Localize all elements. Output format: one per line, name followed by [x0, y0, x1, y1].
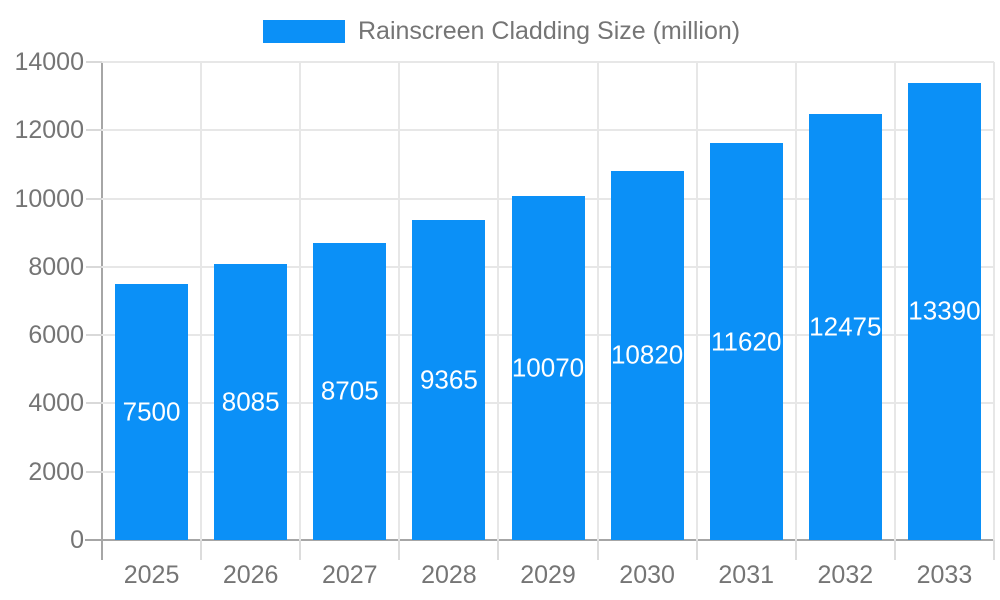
- bar-value-label: 8705: [320, 375, 379, 406]
- y-axis-label: 4000: [28, 389, 84, 418]
- x-axis-label: 2030: [619, 561, 675, 589]
- x-axis-tick: [299, 540, 302, 560]
- legend[interactable]: Rainscreen Cladding Size (million): [263, 17, 740, 46]
- y-axis-tick: [86, 129, 102, 132]
- v-gridline: [299, 62, 302, 540]
- v-gridline: [200, 62, 203, 540]
- x-axis-tick: [794, 540, 797, 560]
- v-gridline: [794, 62, 797, 540]
- bar-2029[interactable]: 10070: [511, 196, 585, 540]
- x-axis-tick: [993, 540, 995, 560]
- v-gridline: [596, 62, 599, 540]
- x-axis-label: 2028: [421, 561, 477, 589]
- v-gridline: [497, 62, 500, 540]
- x-axis-label: 2026: [222, 561, 279, 589]
- y-axis-label: 0: [70, 526, 84, 554]
- x-axis-tick: [200, 540, 203, 560]
- x-axis-tick: [497, 540, 500, 560]
- bar-value-label: 7500: [122, 396, 181, 427]
- y-axis-tick: [86, 470, 102, 473]
- x-axis-label: 2031: [718, 561, 775, 589]
- h-gridline: [102, 61, 994, 63]
- x-axis-label: 2032: [817, 561, 874, 589]
- bar-2033[interactable]: 13390: [907, 82, 981, 540]
- y-axis-tick: [86, 334, 102, 337]
- bar-2030[interactable]: 10820: [610, 170, 684, 540]
- bar-2025[interactable]: 7500: [115, 283, 189, 540]
- x-axis-label: 2033: [916, 561, 973, 589]
- v-gridline: [695, 62, 698, 540]
- x-axis-tick: [893, 540, 896, 560]
- x-axis-line: [85, 539, 994, 541]
- x-axis-label: 2025: [123, 561, 180, 589]
- v-gridline: [398, 62, 401, 540]
- x-axis-label: 2027: [321, 561, 378, 589]
- bar-value-label: 9365: [419, 364, 478, 395]
- v-gridline: [993, 62, 995, 540]
- y-axis-label: 14000: [14, 48, 84, 76]
- x-axis-tick: [398, 540, 401, 560]
- y-axis-label: 2000: [28, 457, 84, 486]
- bar-value-label: 11620: [711, 326, 782, 357]
- h-gridline: [102, 129, 994, 132]
- x-axis-tick: [695, 540, 698, 560]
- y-axis-tick: [86, 402, 102, 405]
- y-axis-tick: [86, 61, 102, 63]
- y-axis-label: 12000: [14, 116, 84, 145]
- x-axis-label: 2029: [520, 561, 576, 589]
- y-axis-label: 6000: [28, 321, 84, 350]
- bar-2026[interactable]: 8085: [214, 263, 288, 540]
- y-axis-line: [101, 62, 103, 560]
- bar-2031[interactable]: 11620: [709, 143, 783, 540]
- y-axis-tick: [86, 265, 102, 268]
- bar-2032[interactable]: 12475: [808, 114, 882, 540]
- bar-2028[interactable]: 9365: [412, 220, 486, 540]
- y-axis-label: 10000: [14, 184, 84, 213]
- bar-2027[interactable]: 8705: [313, 242, 387, 540]
- bar-value-label: 10820: [610, 339, 684, 370]
- bar-value-label: 13390: [908, 295, 981, 326]
- legend-swatch: [263, 20, 345, 43]
- legend-label: Rainscreen Cladding Size (million): [358, 17, 741, 45]
- plot-area: 7500 8085 8705 9365 10070 10820 11620 12475 1339…: [102, 61, 995, 540]
- bar-value-label: 8085: [221, 386, 280, 417]
- v-gridline: [893, 62, 896, 540]
- y-axis-tick: [86, 197, 102, 200]
- x-axis-tick: [596, 540, 599, 560]
- y-axis-label: 8000: [28, 252, 84, 281]
- bar-value-label: 12475: [809, 311, 882, 342]
- bar-value-label: 10070: [511, 352, 585, 383]
